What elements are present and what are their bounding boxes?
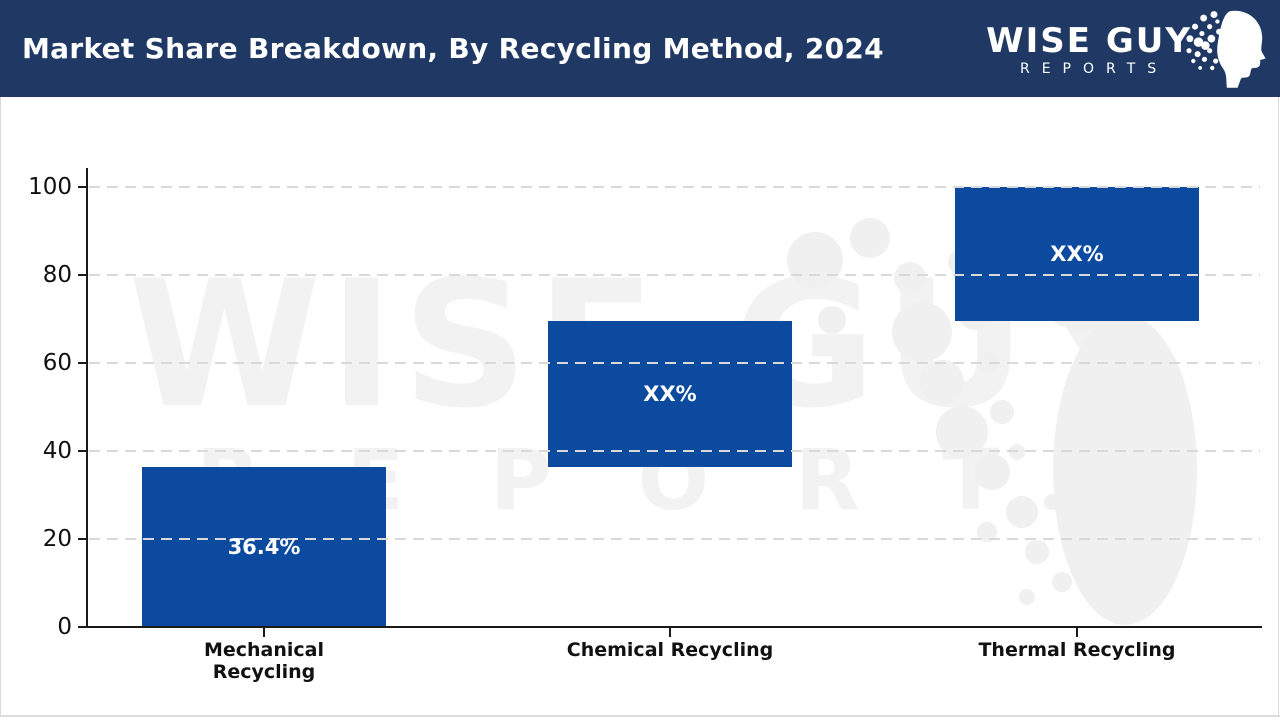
page-title: Market Share Breakdown, By Recycling Met… bbox=[22, 32, 884, 65]
wise-guy-reports-logo: WISE GUY REPORTS bbox=[986, 4, 1270, 94]
y-tick-label-60: 60 bbox=[42, 350, 72, 376]
category-label-2: Chemical Recycling bbox=[566, 639, 774, 661]
bar-2 bbox=[548, 321, 792, 467]
logo-face-icon bbox=[1186, 10, 1266, 88]
y-tick-0 bbox=[78, 626, 86, 628]
x-tick-2 bbox=[669, 628, 671, 637]
gridline-y-40 bbox=[89, 450, 1260, 452]
x-tick-1 bbox=[263, 628, 265, 637]
y-tick-label-0: 0 bbox=[57, 614, 72, 640]
y-tick-60 bbox=[78, 362, 86, 364]
card-border-bottom bbox=[0, 715, 1280, 717]
card-border-left bbox=[0, 97, 1, 716]
y-tick-label-100: 100 bbox=[28, 174, 72, 200]
y-tick-80 bbox=[78, 274, 86, 276]
y-tick-label-20: 20 bbox=[42, 526, 72, 552]
x-axis-line bbox=[86, 626, 1262, 628]
bar-1 bbox=[142, 466, 386, 627]
category-label-3: Thermal Recycling bbox=[978, 639, 1176, 661]
gridline-y-100 bbox=[89, 186, 1260, 188]
y-tick-40 bbox=[78, 450, 86, 452]
logo-wordmark: WISE GUY bbox=[986, 20, 1192, 61]
bar-3 bbox=[955, 187, 1199, 322]
bar-value-label-3: XX% bbox=[1050, 242, 1104, 267]
header-bar: Market Share Breakdown, By Recycling Met… bbox=[0, 0, 1280, 97]
y-axis-line bbox=[86, 168, 88, 628]
card-border-right bbox=[1278, 97, 1279, 716]
logo-subtitle: REPORTS bbox=[1019, 60, 1169, 77]
gridline-y-20 bbox=[89, 538, 1260, 540]
gridline-y-60 bbox=[89, 362, 1260, 364]
bar-value-label-1: 36.4% bbox=[227, 534, 301, 559]
bar-value-label-2: XX% bbox=[643, 382, 697, 407]
x-tick-3 bbox=[1076, 628, 1078, 637]
y-tick-label-40: 40 bbox=[42, 438, 72, 464]
y-tick-20 bbox=[78, 538, 86, 540]
category-label-1: Mechanical Recycling bbox=[203, 639, 325, 683]
gridline-y-80 bbox=[89, 274, 1260, 276]
y-tick-100 bbox=[78, 186, 86, 188]
logo-text: WISE GUY REPORTS bbox=[986, 22, 1192, 77]
y-tick-label-80: 80 bbox=[42, 262, 72, 288]
